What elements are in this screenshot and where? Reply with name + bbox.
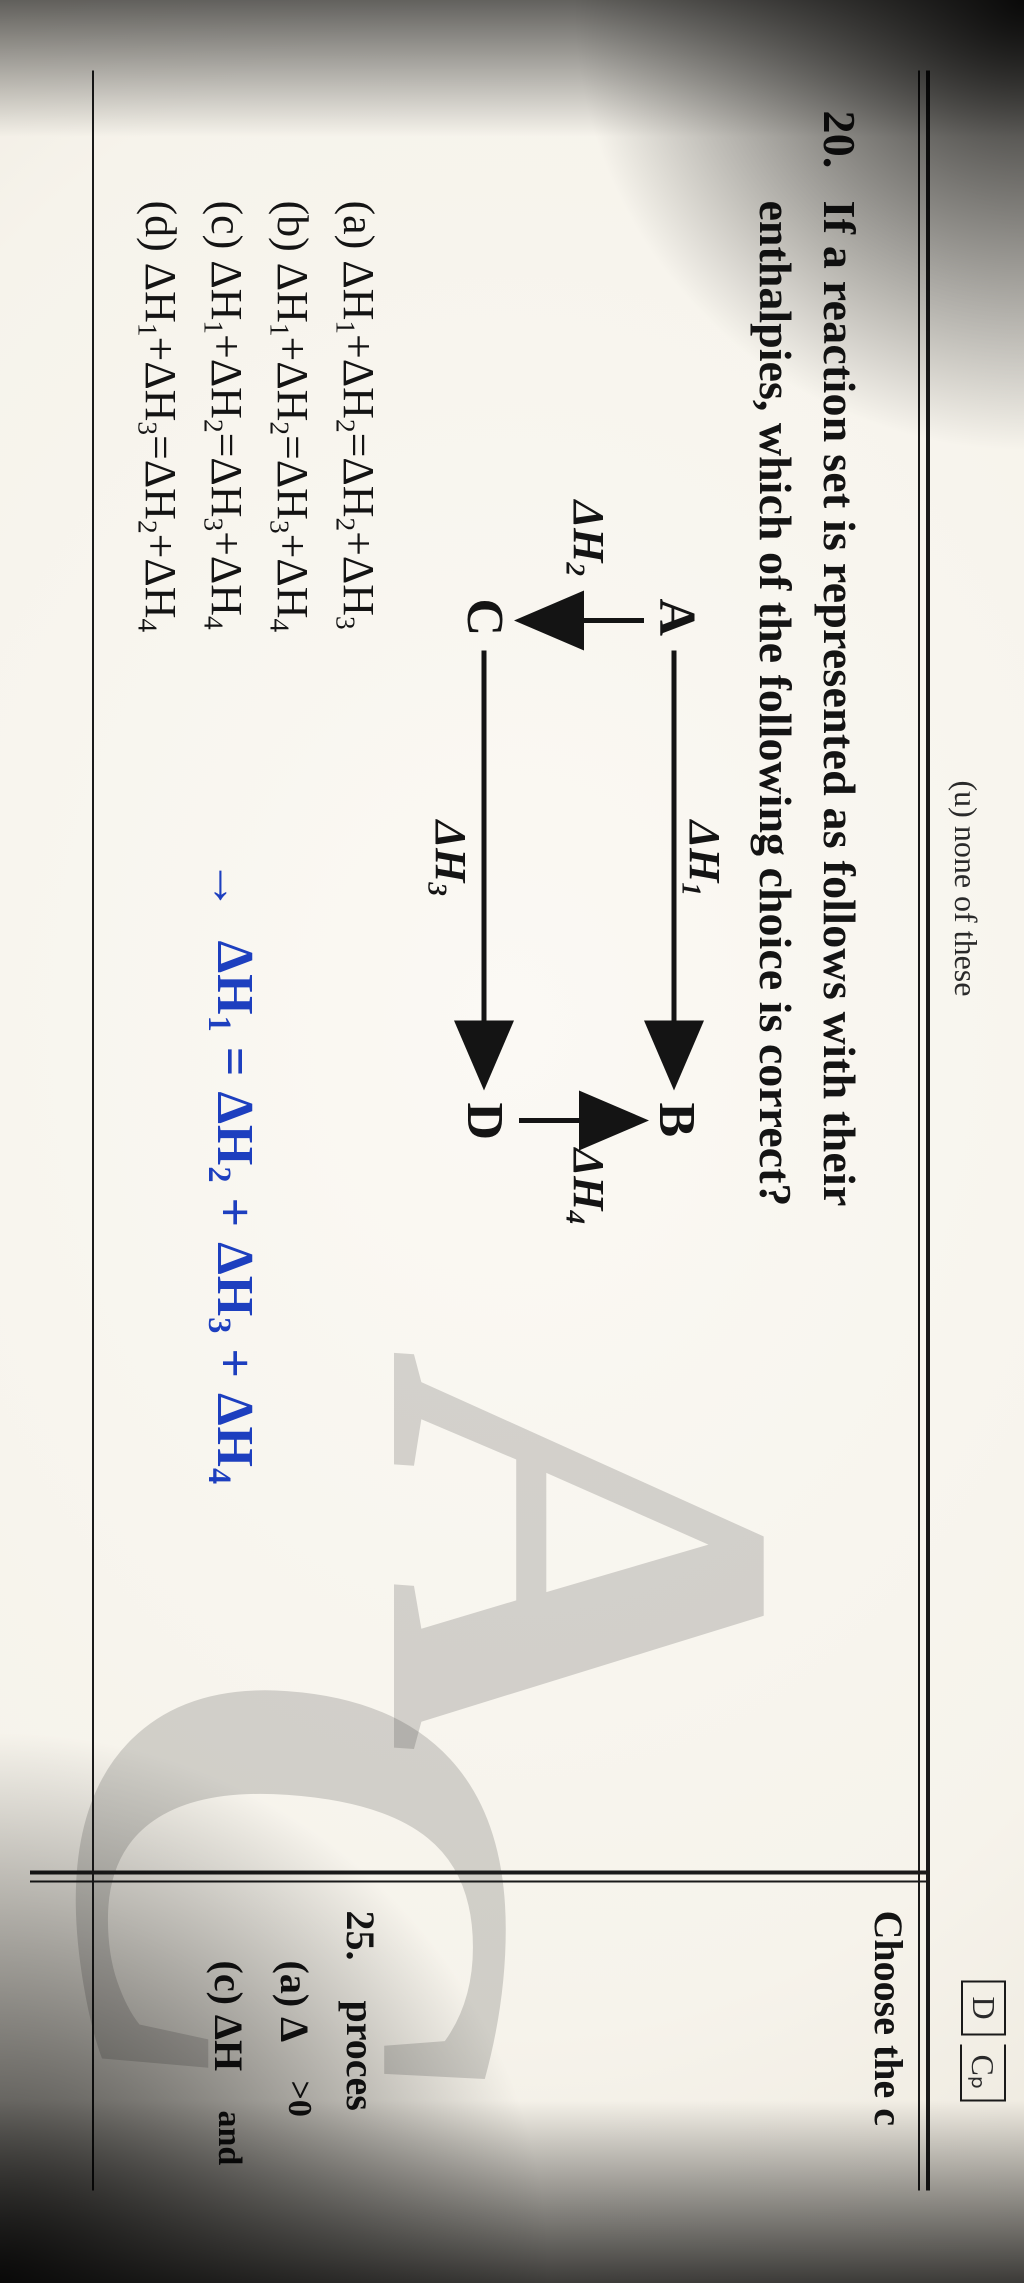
- node-B: B: [647, 1102, 706, 1137]
- table-cell-cp: Cₚ: [960, 2044, 1006, 2101]
- page-content: (u) none of these D Cₚ Choose the c 20. …: [0, 0, 1024, 2283]
- q25-word: proces: [337, 2000, 384, 2110]
- q20-line1: If a reaction set is represented as foll…: [813, 200, 866, 1206]
- label-dH4: ΔH4: [559, 1148, 614, 1223]
- node-D: D: [455, 1102, 514, 1140]
- hess-diagram: A B C D ΔH1 ΔH2 ΔH3 ΔH4: [424, 520, 724, 1280]
- q25-opt-a-tail: >0: [280, 2080, 318, 2116]
- hand-equation: ΔH1 = ΔH2 + ΔH3 + ΔH4: [201, 940, 264, 1485]
- col-divider-1: [30, 1870, 930, 1874]
- hand-arrow: →: [200, 860, 258, 910]
- table-cell-d: D: [961, 1980, 1006, 2035]
- node-C: C: [455, 598, 514, 636]
- option-d: (d) ΔH1+ΔH3=ΔH2+ΔH4: [131, 200, 186, 632]
- choose-fragment: Choose the c: [865, 1910, 912, 2126]
- col-divider-2: [30, 1880, 930, 1882]
- label-dH3: ΔH3: [421, 820, 476, 895]
- q25-opt-c-tail: and: [210, 2110, 248, 2165]
- option-b: (b) ΔH1+ΔH2=ΔH3+ΔH4: [263, 200, 318, 632]
- watermark-A: A: [260, 1337, 904, 1786]
- option-c: (c) ΔH1+ΔH2=ΔH3+ΔH4: [197, 200, 252, 629]
- q25-opt-c: (c) ΔH: [205, 1960, 252, 2071]
- node-A: A: [647, 598, 706, 636]
- q20-line2: enthalpies, which of the following choic…: [749, 200, 802, 1206]
- label-dH2: ΔH2: [559, 500, 614, 575]
- option-a: (a) ΔH1+ΔH2=ΔH2+ΔH3: [329, 200, 384, 629]
- watermark-C: C: [0, 1634, 664, 2148]
- prev-option-d-fragment: (u) none of these: [947, 780, 984, 996]
- q20-number: 20.: [813, 110, 866, 168]
- rule-bottom: [92, 70, 94, 2190]
- photo-canvas: (u) none of these D Cₚ Choose the c 20. …: [0, 0, 1024, 2283]
- label-dH1: ΔH1: [675, 820, 730, 895]
- q25-number: 25.: [337, 1910, 384, 1960]
- q25-opt-a: (a) Δ: [271, 1960, 318, 2042]
